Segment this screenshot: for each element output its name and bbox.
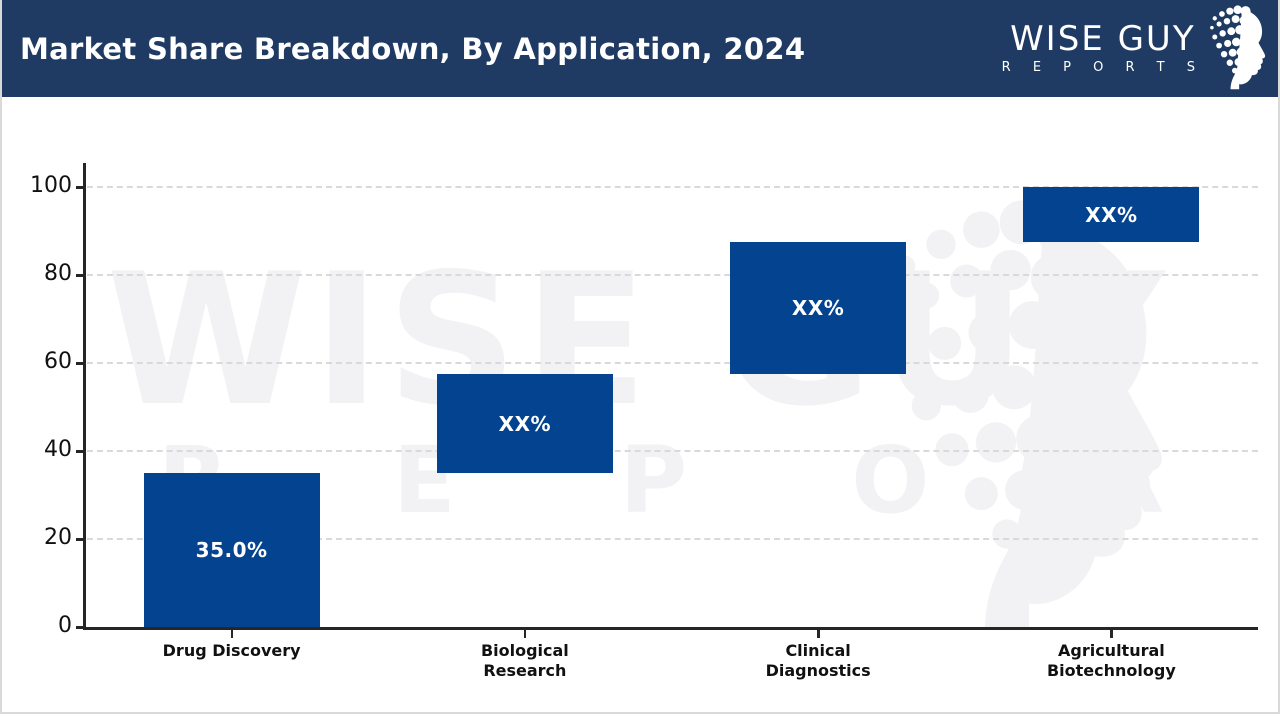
x-axis-label-line: Biological (480, 641, 569, 660)
gridline-20 (87, 538, 1258, 540)
gridline-60 (87, 362, 1258, 364)
header-banner: Market Share Breakdown, By Application, … (0, 0, 1280, 97)
x-axis-line (83, 627, 1258, 630)
x-axis-tickmark-agricultural-biotechnology (1110, 630, 1113, 638)
x-axis-label-line: Clinical (785, 641, 851, 660)
brand-logo-text: WISE GUY R E P O R T S (1002, 19, 1204, 75)
y-axis-tickmark-60 (76, 362, 85, 365)
gridline-100 (87, 186, 1258, 188)
x-axis-tickmark-clinical-diagnostics (817, 630, 820, 638)
x-axis-tickmark-drug-discovery (230, 630, 234, 638)
gridline-40 (87, 450, 1258, 452)
y-axis-tickmark-80 (76, 274, 85, 277)
y-axis-tickmark-100 (76, 186, 85, 189)
bar-value-label-biological-research: XX% (498, 411, 552, 436)
y-axis-tick-label-20: 20 (44, 525, 72, 550)
brand-name: WISE GUY (1010, 19, 1196, 59)
bar-drug-discovery: 35.0% (143, 473, 320, 627)
x-axis-label-line: Research (483, 661, 567, 680)
y-axis-tickmark-20 (76, 538, 85, 541)
x-axis-category-label-drug-discovery: Drug Discovery (86, 641, 378, 661)
brand-subtitle: R E P O R T S (1001, 60, 1204, 75)
gridline-80 (87, 274, 1258, 276)
x-axis-category-label-biological-research: Biological Research (379, 641, 671, 681)
bar-biological-research: XX% (436, 374, 613, 473)
y-axis-tickmark-0 (76, 626, 85, 629)
x-axis-category-label-agricultural-biotechnology: Agricultural Biotechnology (965, 641, 1257, 681)
bar-value-label-agricultural-biotechnology: XX% (1085, 202, 1138, 227)
chart-title: Market Share Breakdown, By Application, … (20, 31, 806, 66)
y-axis-tick-label-60: 60 (44, 349, 72, 374)
bar-agricultural-biotechnology: XX% (1023, 187, 1200, 242)
y-axis-tick-label-80: 80 (44, 261, 72, 286)
brand-head-icon (1204, 4, 1270, 90)
chart-plot-area: WISE GUY R E P O R T S 02040608010035.0%… (0, 97, 1280, 720)
x-axis-label-line: Diagnostics (765, 661, 871, 680)
x-axis-label-line: Biotechnology (1046, 661, 1176, 680)
y-axis-tick-label-0: 0 (58, 613, 72, 638)
x-axis-tickmark-biological-research (523, 630, 527, 638)
x-axis-category-label-clinical-diagnostics: Clinical Diagnostics (672, 641, 964, 681)
bar-clinical-diagnostics: XX% (730, 242, 907, 374)
y-axis-tick-label-40: 40 (44, 437, 72, 462)
y-axis-line (83, 163, 86, 629)
y-axis-tick-label-100: 100 (30, 173, 72, 198)
bar-value-label-drug-discovery: 35.0% (195, 538, 268, 562)
brand-logo: WISE GUY R E P O R T S (1002, 4, 1270, 90)
y-axis-tickmark-40 (76, 450, 85, 453)
x-axis-label-line: Drug Discovery (162, 641, 301, 660)
bar-value-label-clinical-diagnostics: XX% (791, 296, 845, 320)
x-axis-label-line: Agricultural (1057, 641, 1165, 660)
